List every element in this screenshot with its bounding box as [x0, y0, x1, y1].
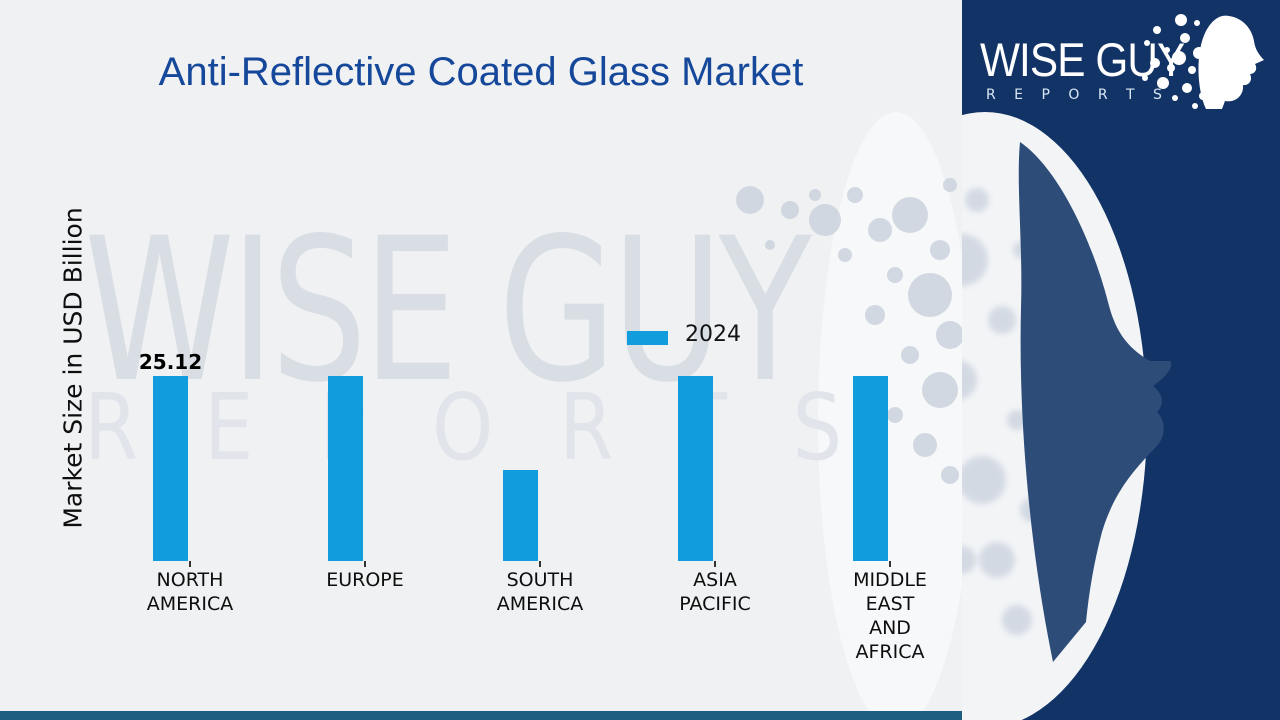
- x-axis-tick: [714, 561, 716, 567]
- bar-value-label: 25.12: [138, 350, 203, 374]
- bar-middle-east-and-africa: [853, 376, 888, 561]
- x-axis-tick: [189, 561, 191, 567]
- legend: 2024: [627, 322, 741, 347]
- logo-reports-text: R E P O R T S: [986, 87, 1169, 103]
- bar-asia-pacific: [678, 376, 713, 561]
- x-tick-label: MIDDLE EAST AND AFRICA: [853, 569, 927, 663]
- legend-year-label: 2024: [685, 322, 741, 347]
- bar-north-america: [153, 376, 188, 561]
- x-axis-tick: [889, 561, 891, 567]
- x-tick-label: ASIA PACIFIC: [679, 569, 751, 615]
- bar-south-america: [503, 470, 538, 561]
- x-tick-label: SOUTH AMERICA: [496, 569, 584, 615]
- x-tick-label: NORTH AMERICA: [146, 569, 234, 615]
- dots-face-icon: [1142, 14, 1264, 109]
- chart-title: Anti-Reflective Coated Glass Market: [158, 50, 804, 94]
- brand-panel: WISE GUY R E P O R T S: [962, 0, 1280, 720]
- legend-color-swatch: [627, 331, 668, 345]
- bottom-accent-bar: [0, 711, 1280, 720]
- x-axis-tick: [539, 561, 541, 567]
- face-profile-silhouette: [962, 112, 1172, 720]
- bar-europe: [328, 376, 363, 561]
- x-axis-tick: [364, 561, 366, 567]
- logo-wiseguy-text: WISE GUY: [980, 33, 1185, 86]
- x-tick-label: EUROPE: [326, 569, 404, 591]
